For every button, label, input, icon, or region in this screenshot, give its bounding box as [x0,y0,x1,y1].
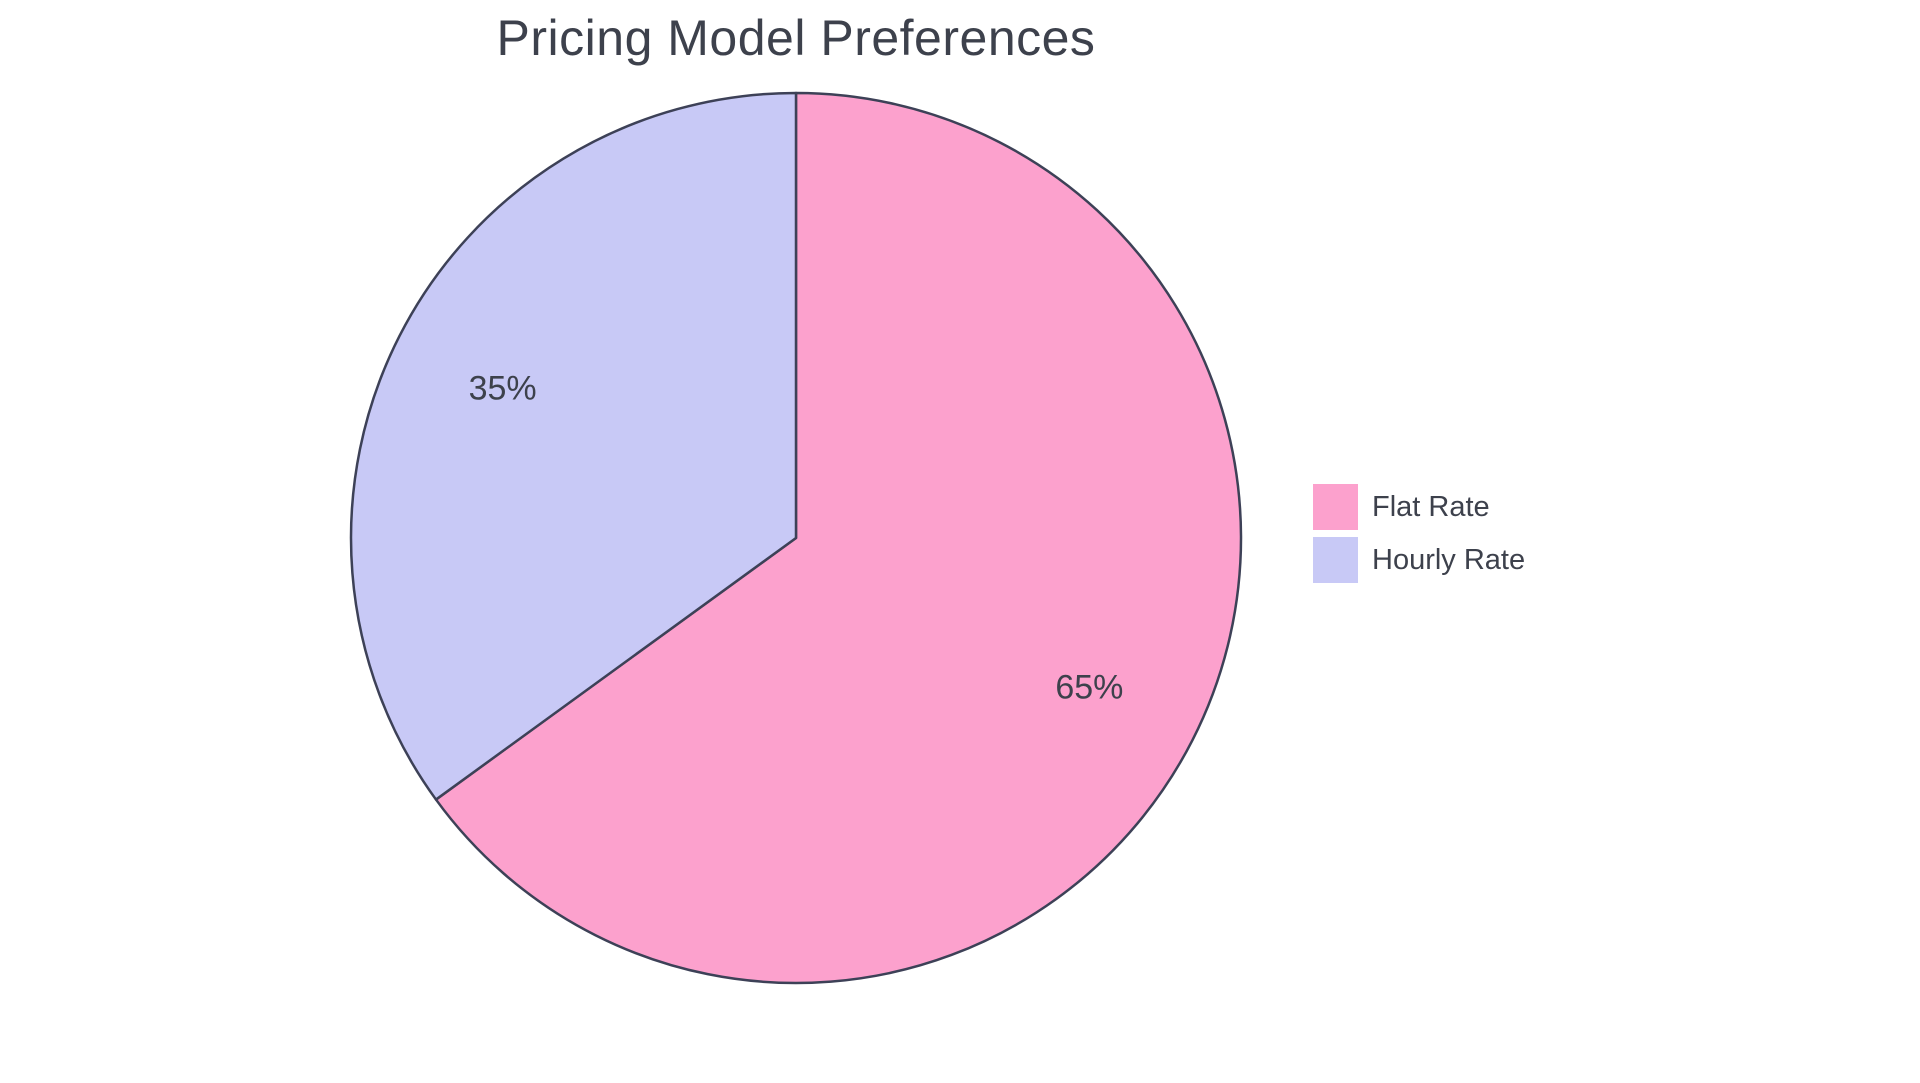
chart-title: Pricing Model Preferences [496,10,1096,66]
slice-percent-label: 65% [1055,669,1123,707]
pie-slice-flat-rate[interactable] [434,91,1243,985]
legend-item-flat-rate[interactable]: Flat Rate [1313,484,1525,530]
legend-label-flat-rate: Flat Rate [1372,490,1490,523]
pie-slices: 65% 35% [349,91,1243,985]
legend-item-hourly-rate[interactable]: Hourly Rate [1313,537,1525,583]
pie-slice-hourly-rate[interactable] [349,91,798,801]
legend-swatch-flat-rate [1313,484,1358,530]
legend: Flat Rate Hourly Rate [1313,484,1525,583]
legend-swatch-hourly-rate [1313,537,1358,583]
legend-label-hourly-rate: Hourly Rate [1372,543,1526,576]
slice-percent-label: 35% [469,370,537,408]
